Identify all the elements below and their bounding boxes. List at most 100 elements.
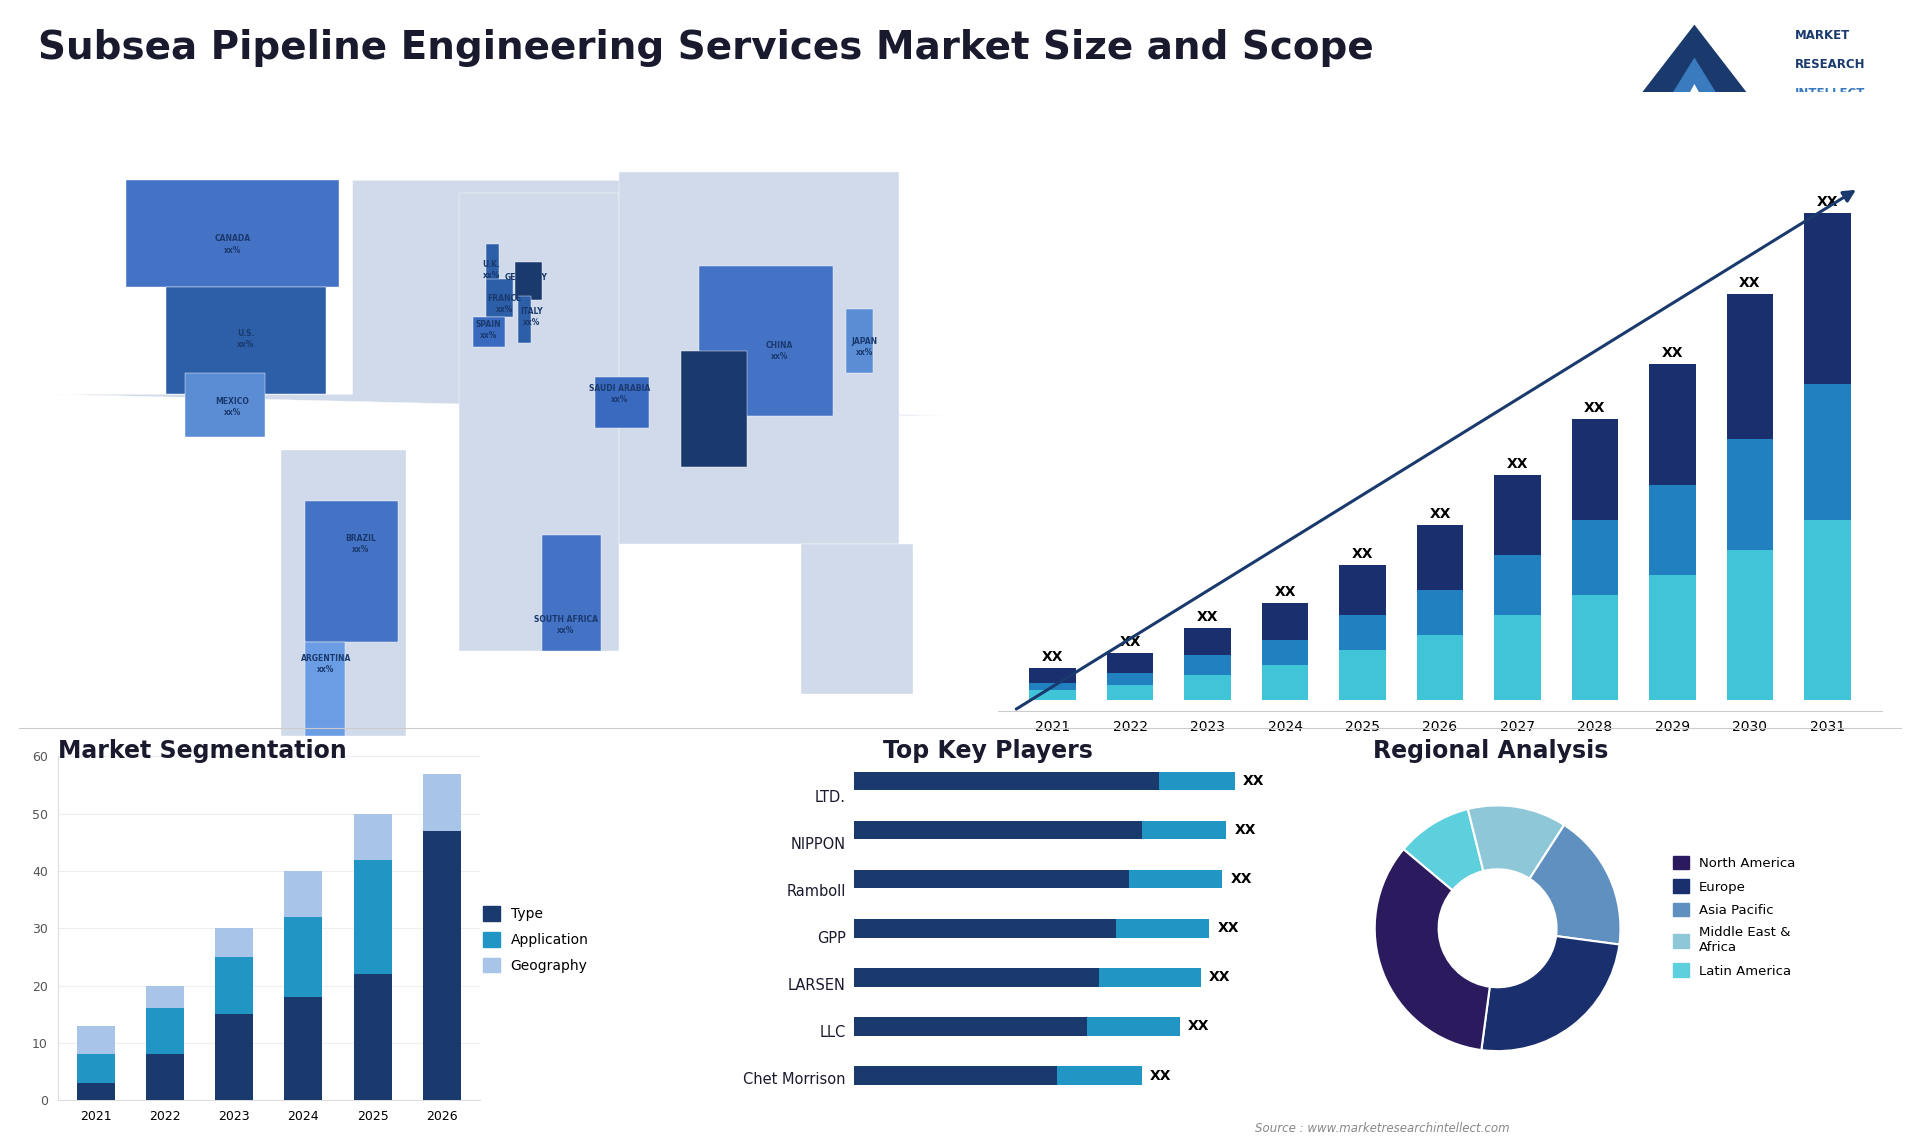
- Bar: [1087, 1018, 1179, 1036]
- Bar: [680, 352, 747, 466]
- Bar: [486, 244, 499, 288]
- Bar: [515, 261, 541, 300]
- Bar: [1417, 590, 1463, 635]
- Text: Chet Morrison: Chet Morrison: [743, 1072, 845, 1088]
- Polygon shape: [1609, 25, 1782, 136]
- Bar: [165, 288, 326, 394]
- Wedge shape: [1375, 849, 1490, 1050]
- Text: INTELLECT: INTELLECT: [1795, 87, 1866, 100]
- Bar: [854, 821, 1142, 839]
- Text: SAUDI ARABIA
xx%: SAUDI ARABIA xx%: [589, 384, 649, 405]
- Bar: [1572, 520, 1619, 595]
- Text: MARKET: MARKET: [1795, 29, 1851, 41]
- Text: BRAZIL
xx%: BRAZIL xx%: [346, 534, 376, 554]
- Text: XX: XX: [1043, 650, 1064, 664]
- Bar: [1340, 650, 1386, 700]
- Text: XX: XX: [1816, 196, 1837, 210]
- Text: XX: XX: [1740, 276, 1761, 290]
- Polygon shape: [52, 180, 947, 416]
- Text: XX: XX: [1275, 584, 1296, 598]
- Polygon shape: [801, 544, 912, 693]
- Bar: [127, 180, 340, 288]
- Bar: [1185, 675, 1231, 700]
- Bar: [847, 308, 872, 372]
- Text: XX: XX: [1150, 1068, 1171, 1083]
- Bar: [854, 1066, 1058, 1085]
- Text: INDIA
xx%: INDIA xx%: [701, 397, 724, 417]
- Text: GERMANY
xx%: GERMANY xx%: [505, 273, 547, 293]
- Text: ITALY
xx%: ITALY xx%: [520, 307, 543, 328]
- Bar: [422, 831, 461, 1100]
- Bar: [1649, 485, 1695, 575]
- Text: XX: XX: [1242, 774, 1265, 788]
- Wedge shape: [1404, 809, 1484, 890]
- Wedge shape: [1530, 825, 1620, 944]
- Bar: [353, 974, 392, 1100]
- Bar: [1649, 364, 1695, 485]
- Text: XX: XX: [1584, 401, 1605, 415]
- Text: XX: XX: [1428, 507, 1452, 520]
- Wedge shape: [1482, 936, 1619, 1051]
- Text: XX: XX: [1235, 823, 1256, 837]
- Bar: [215, 928, 253, 957]
- Bar: [1261, 603, 1308, 641]
- Bar: [854, 1018, 1087, 1036]
- Bar: [353, 860, 392, 974]
- Bar: [77, 1083, 115, 1100]
- Bar: [1158, 771, 1235, 791]
- Text: XX: XX: [1661, 346, 1684, 360]
- Text: XX: XX: [1196, 610, 1219, 623]
- Bar: [854, 870, 1129, 888]
- Text: Subsea Pipeline Engineering Services Market Size and Scope: Subsea Pipeline Engineering Services Mar…: [38, 29, 1375, 66]
- Text: SPAIN
xx%: SPAIN xx%: [476, 320, 501, 340]
- Text: NIPPON: NIPPON: [791, 837, 845, 853]
- Bar: [595, 377, 649, 429]
- Bar: [1029, 690, 1075, 700]
- Bar: [146, 1008, 184, 1054]
- Wedge shape: [1469, 806, 1565, 879]
- Bar: [1106, 653, 1154, 673]
- Text: XX: XX: [1119, 635, 1140, 649]
- Bar: [1029, 668, 1075, 683]
- Text: ARGENTINA
xx%: ARGENTINA xx%: [301, 653, 351, 674]
- Bar: [215, 1014, 253, 1100]
- Polygon shape: [618, 172, 899, 544]
- Bar: [77, 1054, 115, 1083]
- Bar: [1029, 683, 1075, 690]
- Bar: [77, 1026, 115, 1054]
- Bar: [146, 1054, 184, 1100]
- Polygon shape: [459, 194, 618, 651]
- Text: LARSEN: LARSEN: [787, 978, 845, 994]
- Bar: [284, 917, 323, 997]
- Text: XX: XX: [1217, 921, 1238, 935]
- Text: Ramboll: Ramboll: [787, 884, 845, 900]
- Legend: North America, Europe, Asia Pacific, Middle East &
Africa, Latin America: North America, Europe, Asia Pacific, Mid…: [1667, 850, 1801, 983]
- Bar: [1494, 555, 1540, 615]
- Text: XX: XX: [1352, 547, 1373, 560]
- Bar: [854, 968, 1100, 987]
- Bar: [1417, 635, 1463, 700]
- Bar: [1106, 685, 1154, 700]
- Bar: [486, 278, 513, 317]
- Polygon shape: [1645, 57, 1743, 136]
- Bar: [353, 814, 392, 860]
- Bar: [1340, 615, 1386, 650]
- Bar: [1494, 615, 1540, 700]
- Bar: [1726, 550, 1774, 700]
- Bar: [1726, 439, 1774, 550]
- Bar: [1185, 628, 1231, 656]
- Bar: [854, 919, 1116, 937]
- Bar: [1058, 1066, 1142, 1085]
- Bar: [215, 957, 253, 1014]
- Bar: [1805, 520, 1851, 700]
- Text: SOUTH AFRICA
xx%: SOUTH AFRICA xx%: [534, 615, 597, 635]
- Bar: [305, 501, 397, 643]
- Text: Regional Analysis: Regional Analysis: [1373, 739, 1609, 763]
- Text: U.S.
xx%: U.S. xx%: [238, 329, 255, 348]
- Bar: [699, 266, 833, 416]
- Bar: [284, 871, 323, 917]
- Legend: Type, Application, Geography: Type, Application, Geography: [478, 901, 593, 979]
- Polygon shape: [1665, 84, 1722, 136]
- Bar: [1261, 666, 1308, 700]
- Bar: [1805, 384, 1851, 520]
